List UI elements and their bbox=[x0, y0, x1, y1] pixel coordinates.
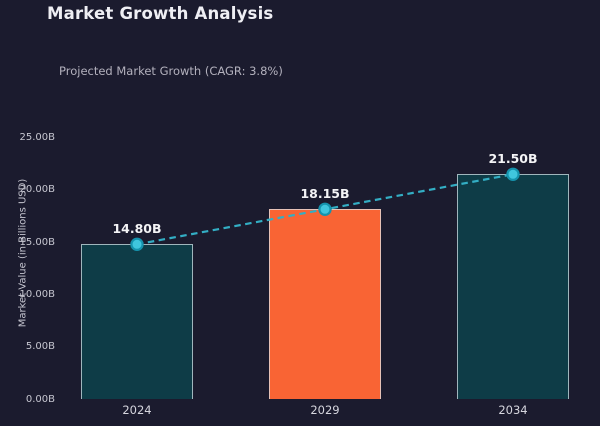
x-axis-tick: 2029 bbox=[310, 403, 340, 417]
x-axis-tick: 2024 bbox=[122, 403, 152, 417]
bar-value-label: 21.50B bbox=[488, 151, 538, 167]
y-axis-tick: 0.00B bbox=[25, 393, 55, 405]
bar-value-label: 14.80B bbox=[112, 221, 162, 237]
bar-2024 bbox=[81, 244, 193, 399]
y-axis-tick: 25.00B bbox=[19, 132, 56, 144]
chart-title: Market Growth Analysis bbox=[47, 4, 274, 23]
y-axis-tick: 20.00B bbox=[19, 184, 56, 196]
y-axis-tick: 5.00B bbox=[25, 341, 55, 353]
bar-2029 bbox=[269, 209, 381, 399]
bar-value-label: 18.15B bbox=[300, 186, 350, 202]
chart-subtitle: Projected Market Growth (CAGR: 3.8%) bbox=[59, 64, 283, 78]
bar-2034 bbox=[457, 174, 569, 399]
y-axis-tick: 10.00B bbox=[19, 288, 56, 300]
y-axis-tick: 15.00B bbox=[19, 236, 56, 248]
x-axis-tick: 2034 bbox=[498, 403, 528, 417]
y-axis-label: Market Value (in Billions USD) bbox=[17, 178, 29, 328]
